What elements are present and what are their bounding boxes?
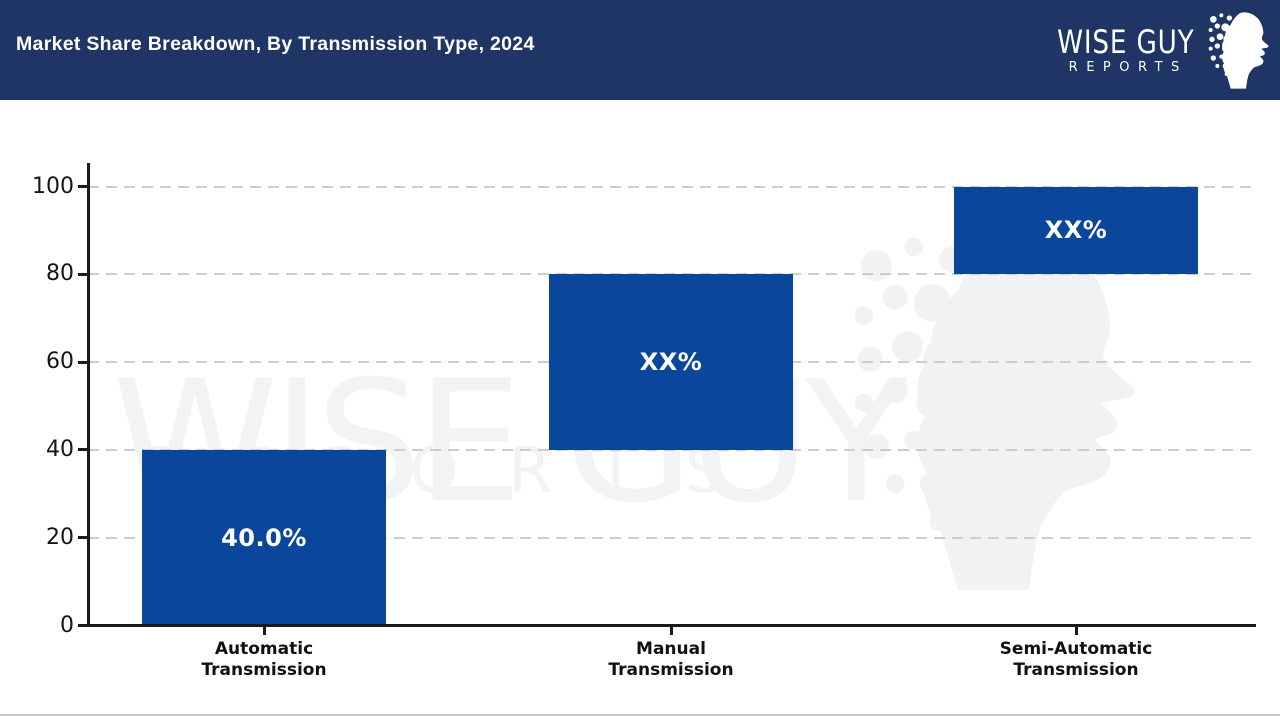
header-bar: Market Share Breakdown, By Transmission …	[0, 0, 1280, 100]
bar-value-label-automatic-transmission: 40.0%	[221, 523, 307, 552]
y-tick-label-60: 60	[46, 349, 74, 375]
x-category-label-line: Manual	[636, 639, 706, 659]
logo-sub-text: REPORTS	[1068, 60, 1188, 75]
x-tick-mark-semi-automatic-transmission	[1074, 627, 1078, 635]
bar-manual-transmission: XX%	[549, 274, 793, 450]
gridline-20	[88, 536, 1256, 539]
logo-brand-text: WISE GUY	[1057, 23, 1195, 61]
y-tick-label-0: 0	[60, 612, 74, 638]
wise-guy-reports-logo: WISE GUY REPORTS	[1042, 6, 1274, 94]
y-tick-mark-80	[78, 272, 88, 276]
y-tick-label-100: 100	[32, 173, 74, 199]
y-axis-line	[87, 163, 90, 627]
x-tick-mark-manual-transmission	[669, 627, 673, 635]
chart-title: Market Share Breakdown, By Transmission …	[16, 33, 535, 55]
y-tick-label-20: 20	[46, 524, 74, 550]
x-category-label-line: Transmission	[201, 660, 327, 681]
y-tick-mark-20	[78, 536, 88, 540]
dotted-head-icon	[1208, 12, 1269, 89]
x-tick-mark-automatic-transmission	[262, 627, 266, 635]
gridline-40	[88, 448, 1256, 451]
logo-text: WISE GUY REPORTS	[1042, 26, 1210, 74]
x-category-label-manual-transmission: Manual Transmission	[521, 639, 821, 681]
watermark-dotted-head-icon	[854, 233, 1136, 590]
chart-plot-area: WISE GUY REPORTS 0 20 40 60 80 100 40.0% XX% XX%…	[0, 100, 1280, 720]
y-tick-label-80: 80	[46, 261, 74, 287]
gridline-100	[88, 185, 1256, 188]
x-category-label-line: Transmission	[1013, 660, 1139, 681]
x-category-label-line: Automatic	[214, 639, 314, 659]
y-tick-mark-40	[78, 448, 88, 452]
x-category-label-automatic-transmission: Automatic Transmission	[114, 639, 414, 681]
bar-value-label-manual-transmission: XX%	[639, 348, 703, 377]
footer-divider-line	[0, 714, 1280, 716]
bar-semi-automatic-transmission: XX%	[954, 186, 1198, 275]
x-category-label-line: Transmission	[608, 660, 734, 681]
y-tick-mark-60	[78, 360, 88, 364]
x-category-label-semi-automatic-transmission: Semi-Automatic Transmission	[926, 639, 1226, 681]
y-tick-label-40: 40	[46, 436, 74, 462]
bar-automatic-transmission: 40.0%	[142, 449, 386, 626]
y-tick-mark-0	[78, 624, 88, 627]
x-axis-line	[87, 624, 1256, 627]
bar-value-label-semi-automatic-transmission: XX%	[1044, 216, 1108, 245]
y-tick-mark-100	[78, 185, 88, 188]
x-category-label-line: Semi-Automatic	[999, 639, 1153, 659]
